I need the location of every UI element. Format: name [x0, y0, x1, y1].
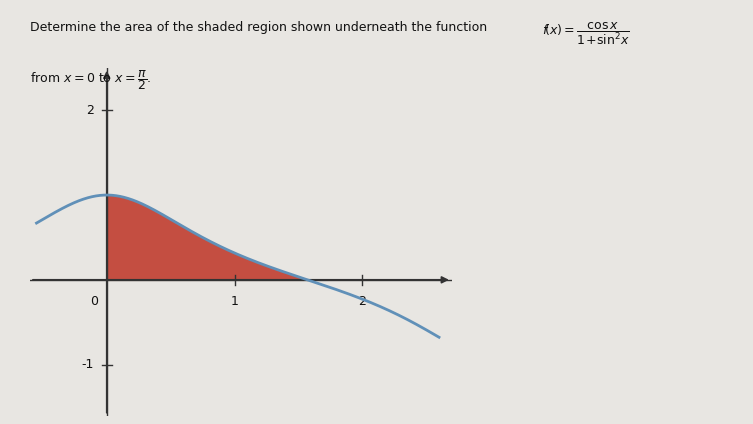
- Text: 2: 2: [86, 104, 94, 117]
- Text: $f\!\left(x\right)=\dfrac{\mathrm{cos}\,x}{1\!+\!\sin^{2}\!x}$: $f\!\left(x\right)=\dfrac{\mathrm{cos}\,…: [542, 21, 630, 47]
- Text: 1: 1: [230, 295, 239, 308]
- Text: from $x=0$ to $x=\dfrac{\pi}{2}$.: from $x=0$ to $x=\dfrac{\pi}{2}$.: [30, 68, 151, 92]
- Text: Determine the area of the shaded region shown underneath the function: Determine the area of the shaded region …: [30, 21, 487, 34]
- Text: 2: 2: [358, 295, 366, 308]
- Text: -1: -1: [81, 358, 94, 371]
- Text: 0: 0: [90, 295, 98, 308]
